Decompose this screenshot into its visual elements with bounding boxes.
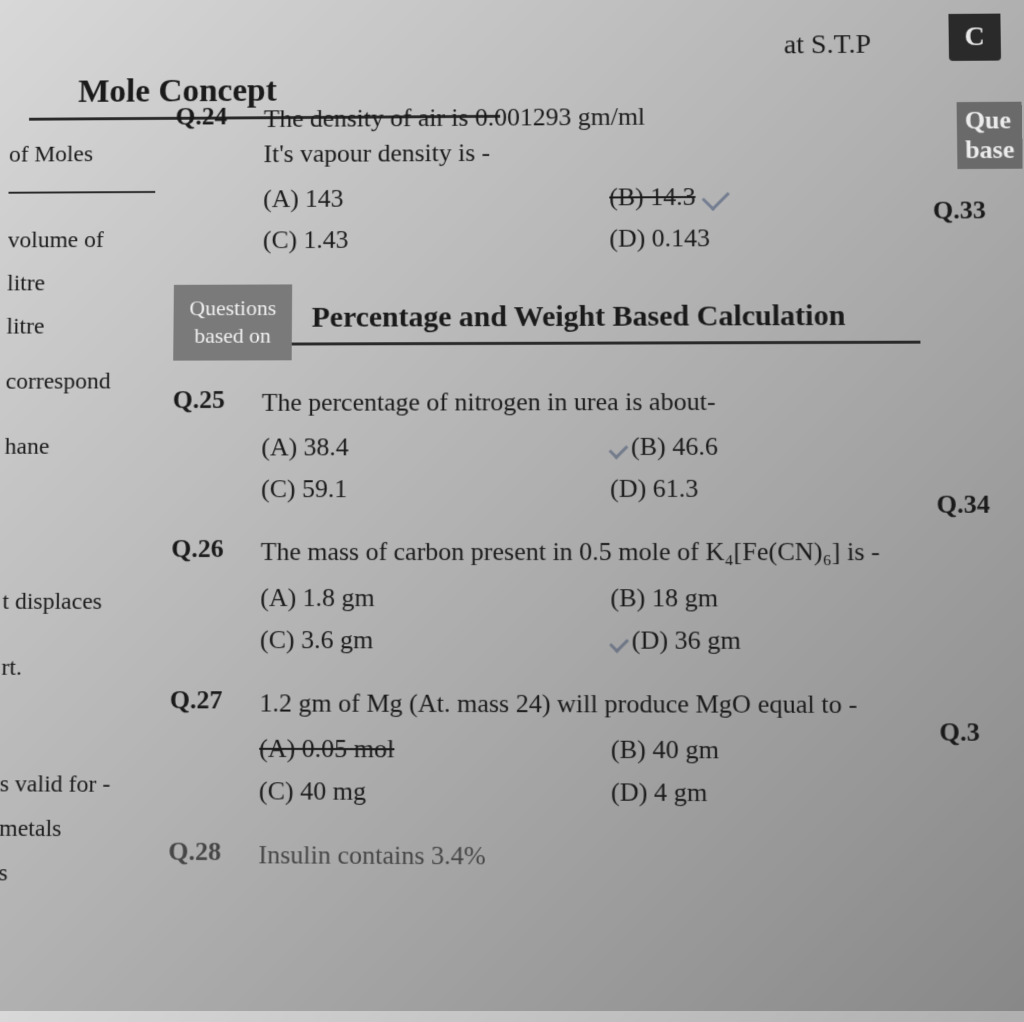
q28-num: Q.28	[168, 837, 238, 874]
q24-opt-d: (D) 0.143	[609, 222, 919, 253]
margin-s: s	[0, 855, 148, 892]
q24-opt-a: (A) 143	[263, 183, 569, 214]
q26-opt-d: (D) 36 gm	[610, 625, 924, 656]
q26-opt-a: (A) 1.8 gm	[260, 583, 570, 613]
q27-num: Q.27	[169, 685, 240, 807]
q25-opt-b: (B) 46.6	[610, 432, 922, 462]
margin-divider	[8, 191, 155, 194]
margin-displaces: t displaces	[2, 584, 151, 620]
q25-opt-a: (A) 38.4	[261, 432, 570, 462]
q26-num: Q.26	[170, 534, 241, 654]
q25-opt-d: (D) 61.3	[610, 474, 922, 504]
q26-opt-c: (C) 3.6 gm	[260, 625, 570, 656]
q24-opt-c: (C) 1.43	[263, 224, 570, 255]
margin-correspond: correspond	[5, 364, 153, 400]
q27-opt-b: (B) 40 gm	[611, 735, 926, 766]
header-tab-c: C	[948, 14, 1001, 61]
q24-text: The density of air is 0.001293 gm/ml It'…	[263, 97, 918, 172]
right-q34: Q.34	[936, 490, 1024, 520]
margin-litre1: litre	[7, 265, 155, 301]
checkmark-icon	[701, 183, 729, 211]
q24-opt-b: (B) 14.3	[609, 181, 919, 212]
section-head: Percentage and Weight Based Calculation	[292, 296, 921, 346]
q27-opt-d: (D) 4 gm	[611, 777, 926, 809]
q27-text: 1.2 gm of Mg (At. mass 24) will produce …	[259, 685, 925, 723]
margin-metals: metals	[0, 811, 149, 848]
margin-valid: s valid for -	[0, 766, 149, 803]
margin-volume: volume of	[8, 222, 155, 258]
q24-num: Q.24	[174, 102, 244, 255]
q26-text: The mass of carbon present in 0.5 mole o…	[260, 534, 923, 571]
margin-hane: hane	[4, 429, 152, 465]
right-q33: Q.33	[933, 195, 1024, 225]
right-q3: Q.3	[939, 717, 1024, 748]
q25-num: Q.25	[172, 385, 242, 504]
margin-rt: rt.	[1, 650, 150, 686]
q27-opt-c: (C) 40 mg	[259, 776, 571, 808]
q25-opt-c: (C) 59.1	[261, 474, 570, 504]
margin-litre2: litre	[6, 309, 154, 345]
q28-text: Insulin contains 3.4%	[258, 837, 927, 877]
q25-text: The percentage of nitrogen in urea is ab…	[262, 384, 922, 422]
stp-text: at S.T.P	[784, 29, 871, 61]
q27-opt-a: (A) 0.05 mol	[259, 734, 570, 765]
section-label: Questions based on	[173, 284, 292, 360]
margin-of-moles: of Moles	[9, 136, 156, 172]
q26-opt-b: (B) 18 gm	[610, 583, 923, 613]
